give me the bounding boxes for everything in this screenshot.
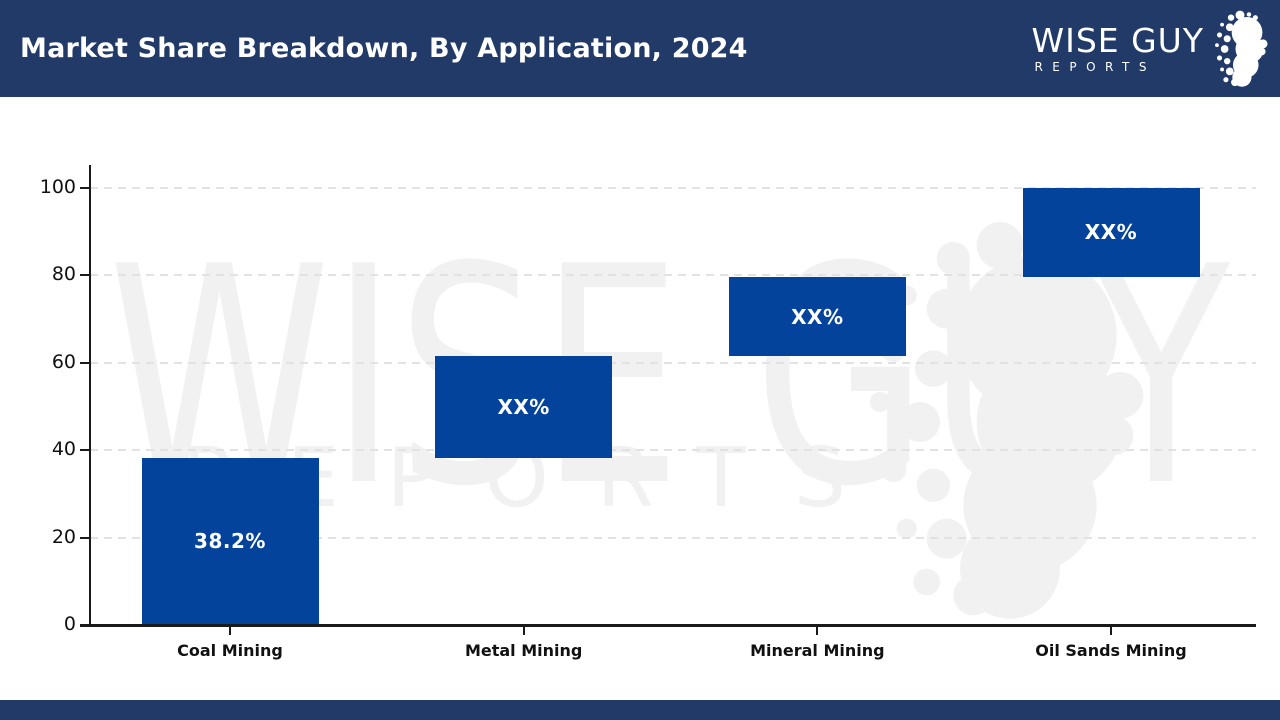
y-tick-mark — [80, 274, 89, 276]
x-axis-line — [80, 624, 1256, 627]
dotted-head-logo-icon — [1208, 9, 1272, 89]
page-title: Market Share Breakdown, By Application, … — [20, 33, 748, 64]
x-tick-mark — [1110, 627, 1112, 635]
gridline — [90, 449, 1256, 451]
brand-logo: WISE GUY REPORTS — [1031, 6, 1272, 92]
bar-value-label: XX% — [1084, 220, 1138, 245]
watermark-head-icon — [822, 222, 1178, 622]
y-tick-label: 100 — [39, 175, 76, 198]
y-tick-mark — [80, 624, 89, 626]
gridline — [90, 536, 1256, 539]
bar: 38.2% — [141, 457, 319, 625]
x-category-label: Coal Mining — [177, 641, 283, 660]
bar: XX% — [728, 277, 906, 356]
y-tick-mark — [80, 536, 89, 539]
bar: XX% — [435, 355, 613, 458]
x-tick-mark — [522, 627, 525, 635]
gridline — [90, 274, 1256, 276]
footer-bar — [0, 700, 1280, 720]
y-tick-mark — [80, 361, 89, 364]
gridline — [90, 186, 1256, 189]
y-tick-mark — [80, 449, 89, 451]
bar-value-label: XX% — [791, 304, 844, 329]
x-tick-mark — [816, 627, 819, 635]
bar-value-label: XX% — [497, 394, 550, 419]
bar-value-label: 38.2% — [194, 529, 266, 554]
y-tick-label: 0 — [63, 613, 76, 635]
x-category-label: Oil Sands Mining — [1035, 641, 1187, 660]
y-tick-label: 60 — [51, 350, 76, 373]
y-tick-label: 20 — [51, 525, 76, 548]
y-tick-label: 40 — [51, 438, 76, 460]
logo-subtext: REPORTS — [1034, 59, 1156, 74]
x-category-label: Mineral Mining — [750, 641, 885, 660]
y-axis-line — [89, 165, 91, 627]
y-tick-label: 80 — [51, 263, 76, 285]
logo-wordmark: WISE GUY — [1031, 21, 1204, 61]
bar: XX% — [1022, 187, 1200, 278]
x-tick-mark — [229, 627, 231, 635]
y-tick-mark — [80, 186, 89, 189]
logo-text: WISE GUY REPORTS — [1031, 24, 1204, 74]
gridline — [90, 361, 1256, 364]
header: Market Share Breakdown, By Application, … — [0, 0, 1280, 97]
x-category-label: Metal Mining — [464, 641, 583, 660]
